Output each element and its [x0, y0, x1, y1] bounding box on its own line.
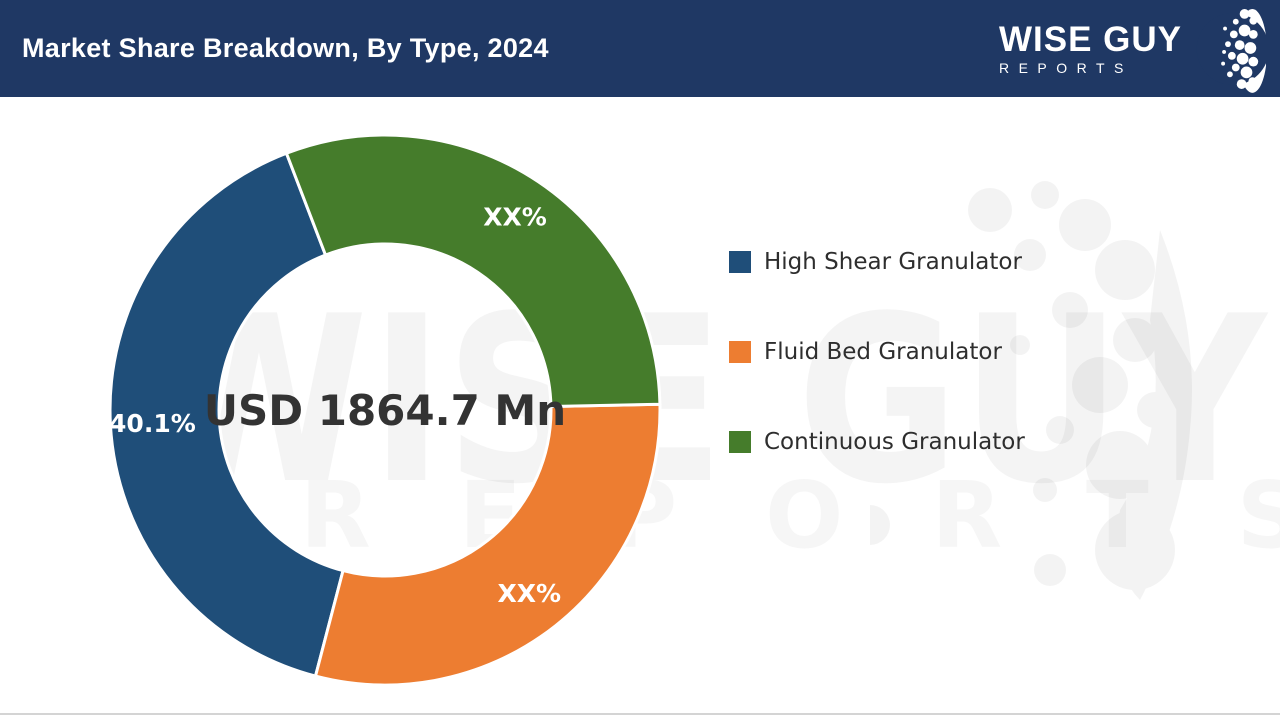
wiseguy-face-logo-icon [1196, 8, 1266, 93]
bottom-divider [0, 713, 1280, 715]
watermark-dots [870, 181, 1192, 600]
wiseguy-logo: WISE GUY REPORTS [999, 5, 1280, 93]
slice-percent-label: XX% [483, 203, 547, 232]
legend-swatch-continuous [729, 431, 751, 453]
legend-item-continuous-granulator: Continuous Granulator [729, 429, 1025, 455]
pie-slice-fluid-bed-granulator [314, 402, 662, 687]
legend-item-fluid-bed-granulator: Fluid Bed Granulator [729, 339, 1002, 365]
donut-svg: 40.1% XX% XX% [108, 133, 662, 687]
slice-percent-label: XX% [497, 579, 561, 608]
legend-swatch-high-shear [729, 251, 751, 273]
pie-slice-high-shear-granulator [108, 151, 345, 678]
legend-label-high-shear: High Shear Granulator [764, 249, 1022, 275]
legend-label-continuous: Continuous Granulator [764, 429, 1025, 455]
page-title: Market Share Breakdown, By Type, 2024 [22, 33, 549, 63]
pie-slice-continuous-granulator [284, 133, 662, 409]
donut-chart: 40.1% XX% XX% USD 1864.7 Mn [107, 132, 663, 688]
legend-swatch-fluid-bed [729, 341, 751, 363]
header-bar: Market Share Breakdown, By Type, 2024 WI… [0, 0, 1280, 97]
slice-percent-label: 40.1% [109, 409, 196, 438]
logo-subtext: REPORTS [998, 60, 1133, 76]
legend-label-fluid-bed: Fluid Bed Granulator [764, 339, 1002, 365]
logo-wordmark: WISE GUY [998, 20, 1182, 59]
legend-item-high-shear-granulator: High Shear Granulator [729, 249, 1022, 275]
